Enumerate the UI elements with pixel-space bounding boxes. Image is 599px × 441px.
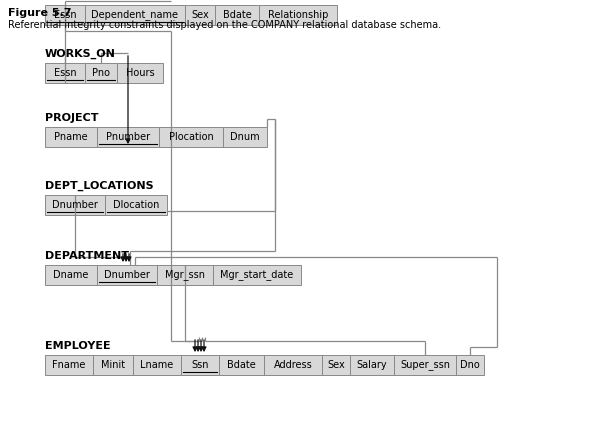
Text: Dno: Dno bbox=[460, 360, 480, 370]
Text: Dnumber: Dnumber bbox=[104, 270, 150, 280]
Text: Relationship: Relationship bbox=[268, 10, 328, 20]
Text: DEPARTMENT: DEPARTMENT bbox=[45, 251, 129, 261]
Text: Bdate: Bdate bbox=[223, 10, 252, 20]
Text: Plocation: Plocation bbox=[169, 132, 213, 142]
Bar bbox=[159, 127, 223, 147]
Bar bbox=[456, 355, 484, 375]
Bar bbox=[97, 127, 159, 147]
Text: Minit: Minit bbox=[101, 360, 125, 370]
Text: Hours: Hours bbox=[126, 68, 155, 78]
Text: Dlocation: Dlocation bbox=[113, 200, 159, 210]
Text: Bdate: Bdate bbox=[227, 360, 256, 370]
Text: Sex: Sex bbox=[191, 10, 209, 20]
Bar bbox=[322, 355, 350, 375]
Text: Dependent_name: Dependent_name bbox=[92, 10, 179, 20]
Text: DEPT_LOCATIONS: DEPT_LOCATIONS bbox=[45, 181, 153, 191]
Bar bbox=[213, 265, 301, 285]
Text: WORKS_ON: WORKS_ON bbox=[45, 49, 116, 59]
Bar bbox=[185, 5, 215, 25]
Bar bbox=[394, 355, 456, 375]
Bar bbox=[181, 355, 219, 375]
Text: Pno: Pno bbox=[92, 68, 110, 78]
Bar bbox=[157, 265, 213, 285]
Text: Super_ssn: Super_ssn bbox=[400, 359, 450, 370]
Bar bbox=[97, 265, 157, 285]
Text: Sex: Sex bbox=[327, 360, 345, 370]
Text: Pname: Pname bbox=[54, 132, 88, 142]
Bar bbox=[45, 5, 85, 25]
Text: Dnumber: Dnumber bbox=[52, 200, 98, 210]
Bar bbox=[133, 355, 181, 375]
Text: EMPLOYEE: EMPLOYEE bbox=[45, 341, 111, 351]
Bar bbox=[85, 5, 185, 25]
Bar bbox=[45, 355, 93, 375]
Text: Essn: Essn bbox=[54, 68, 76, 78]
Text: Essn: Essn bbox=[54, 10, 76, 20]
Bar bbox=[93, 355, 133, 375]
Text: Address: Address bbox=[274, 360, 312, 370]
Text: Referential integrity constraints displayed on the COMPANY relational database s: Referential integrity constraints displa… bbox=[8, 20, 441, 30]
Text: Pnumber: Pnumber bbox=[106, 132, 150, 142]
Text: DEPENDENT: DEPENDENT bbox=[45, 0, 121, 1]
Text: Fname: Fname bbox=[52, 360, 86, 370]
Bar bbox=[105, 195, 167, 215]
Bar bbox=[350, 355, 394, 375]
Bar bbox=[45, 265, 97, 285]
Bar bbox=[45, 63, 85, 83]
Text: Mgr_ssn: Mgr_ssn bbox=[165, 269, 205, 280]
Text: Salary: Salary bbox=[356, 360, 388, 370]
Text: Dname: Dname bbox=[53, 270, 89, 280]
Text: Figure 5.7: Figure 5.7 bbox=[8, 8, 71, 18]
Text: PROJECT: PROJECT bbox=[45, 113, 98, 123]
Bar bbox=[223, 127, 267, 147]
Bar bbox=[259, 5, 337, 25]
Bar bbox=[117, 63, 163, 83]
Bar bbox=[264, 355, 322, 375]
Text: Mgr_start_date: Mgr_start_date bbox=[220, 269, 294, 280]
Bar bbox=[45, 127, 97, 147]
Text: Lname: Lname bbox=[140, 360, 174, 370]
Bar bbox=[219, 355, 264, 375]
Text: Dnum: Dnum bbox=[230, 132, 260, 142]
Text: Ssn: Ssn bbox=[191, 360, 208, 370]
Bar bbox=[45, 195, 105, 215]
Bar bbox=[215, 5, 259, 25]
Bar bbox=[85, 63, 117, 83]
